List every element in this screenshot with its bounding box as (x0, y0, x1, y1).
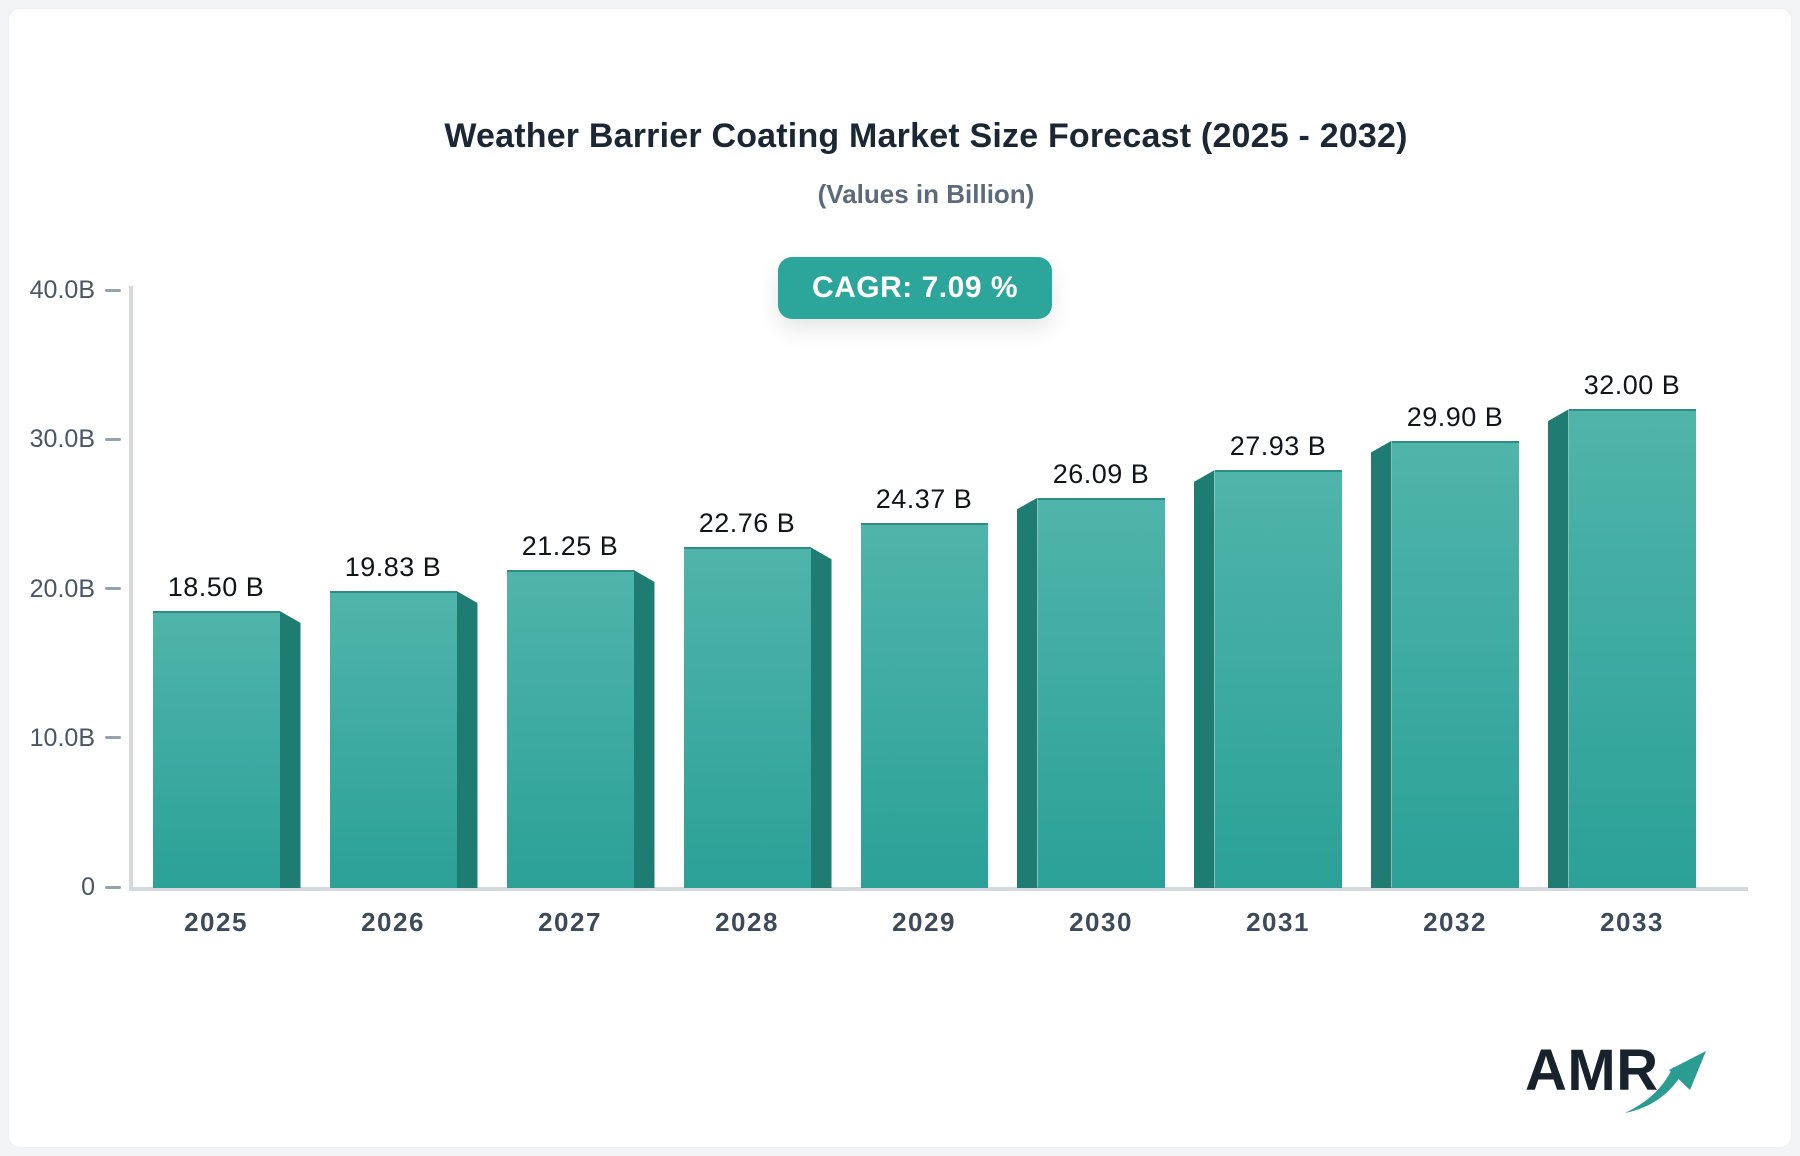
x-axis-line (129, 887, 1748, 891)
amr-logo-text: AMR (1525, 1038, 1659, 1103)
bar-2028 (683, 547, 811, 888)
x-axis-label-2029: 2029 (892, 907, 956, 937)
y-axis-tick-label: 30.0B (29, 425, 95, 454)
cagr-badge: CAGR: 7.09 % (777, 257, 1053, 319)
chart-subtitle: (Values in Billion) (817, 179, 1035, 209)
bar-2030 (1037, 497, 1165, 888)
x-axis-label-2031: 2031 (1246, 907, 1310, 937)
y-axis-tick-mark (105, 885, 121, 889)
bar-2031 (1214, 470, 1342, 888)
amr-logo: AMR (1525, 1039, 1709, 1117)
bar-2032 (1391, 440, 1519, 888)
bar-2026 (329, 591, 457, 888)
bar-value-label: 21.25 B (521, 530, 619, 561)
bar-value-label: 18.50 B (167, 571, 265, 602)
chart-title: Weather Barrier Coating Market Size Fore… (444, 117, 1408, 155)
x-axis-label-2026: 2026 (361, 907, 425, 937)
bar-value-label: 27.93 B (1229, 431, 1327, 462)
y-axis-tick-mark (105, 288, 121, 292)
chart-card: Weather Barrier Coating Market Size Fore… (8, 8, 1792, 1148)
bar-value-label: 24.37 B (875, 484, 973, 515)
y-axis-tick-label: 0 (81, 873, 95, 901)
y-axis-tick-label: 10.0B (29, 723, 95, 752)
bar-value-label: 32.00 B (1583, 370, 1681, 401)
x-axis-label-2027: 2027 (538, 907, 602, 937)
bar-3d-side-2031 (1193, 470, 1215, 888)
bar-3d-side-2030 (1016, 497, 1038, 888)
x-axis-label-2033: 2033 (1600, 907, 1664, 937)
bar-3d-side-2027 (633, 569, 655, 888)
bar-3d-side-2032 (1370, 440, 1392, 888)
y-axis-tick-label: 40.0B (29, 276, 95, 304)
growth-arrow-icon (1624, 1051, 1706, 1113)
y-axis-tick-label: 20.0B (29, 574, 95, 603)
y-axis-tick-mark (105, 587, 121, 590)
y-axis-line (129, 286, 133, 891)
y-axis-tick-mark (105, 437, 121, 441)
bar-value-label: 19.83 B (344, 552, 442, 583)
bar-3d-side-2026 (456, 591, 478, 888)
bar-2027 (506, 569, 634, 888)
x-axis-label-2030: 2030 (1069, 907, 1133, 937)
x-axis-label-2032: 2032 (1423, 907, 1487, 937)
bar-3d-side-2033 (1547, 409, 1569, 888)
bar-value-label: 26.09 B (1052, 458, 1150, 489)
bar-2029 (860, 523, 988, 888)
bar-3d-side-2025 (279, 610, 301, 888)
bar-2033 (1568, 409, 1696, 888)
bar-value-label: 29.90 B (1406, 401, 1504, 432)
bar-3d-side-2028 (810, 547, 832, 888)
x-axis-label-2028: 2028 (715, 907, 779, 937)
plot-area: 40.0B 30.0B 20.0B 10.0B 0 18.50 B 19.83 B 21.2… (9, 9, 1791, 1147)
x-axis-label-2025: 2025 (184, 907, 248, 937)
bar-value-label: 22.76 B (698, 508, 796, 539)
y-axis-tick-mark (105, 736, 121, 740)
bar-2025 (152, 610, 280, 888)
